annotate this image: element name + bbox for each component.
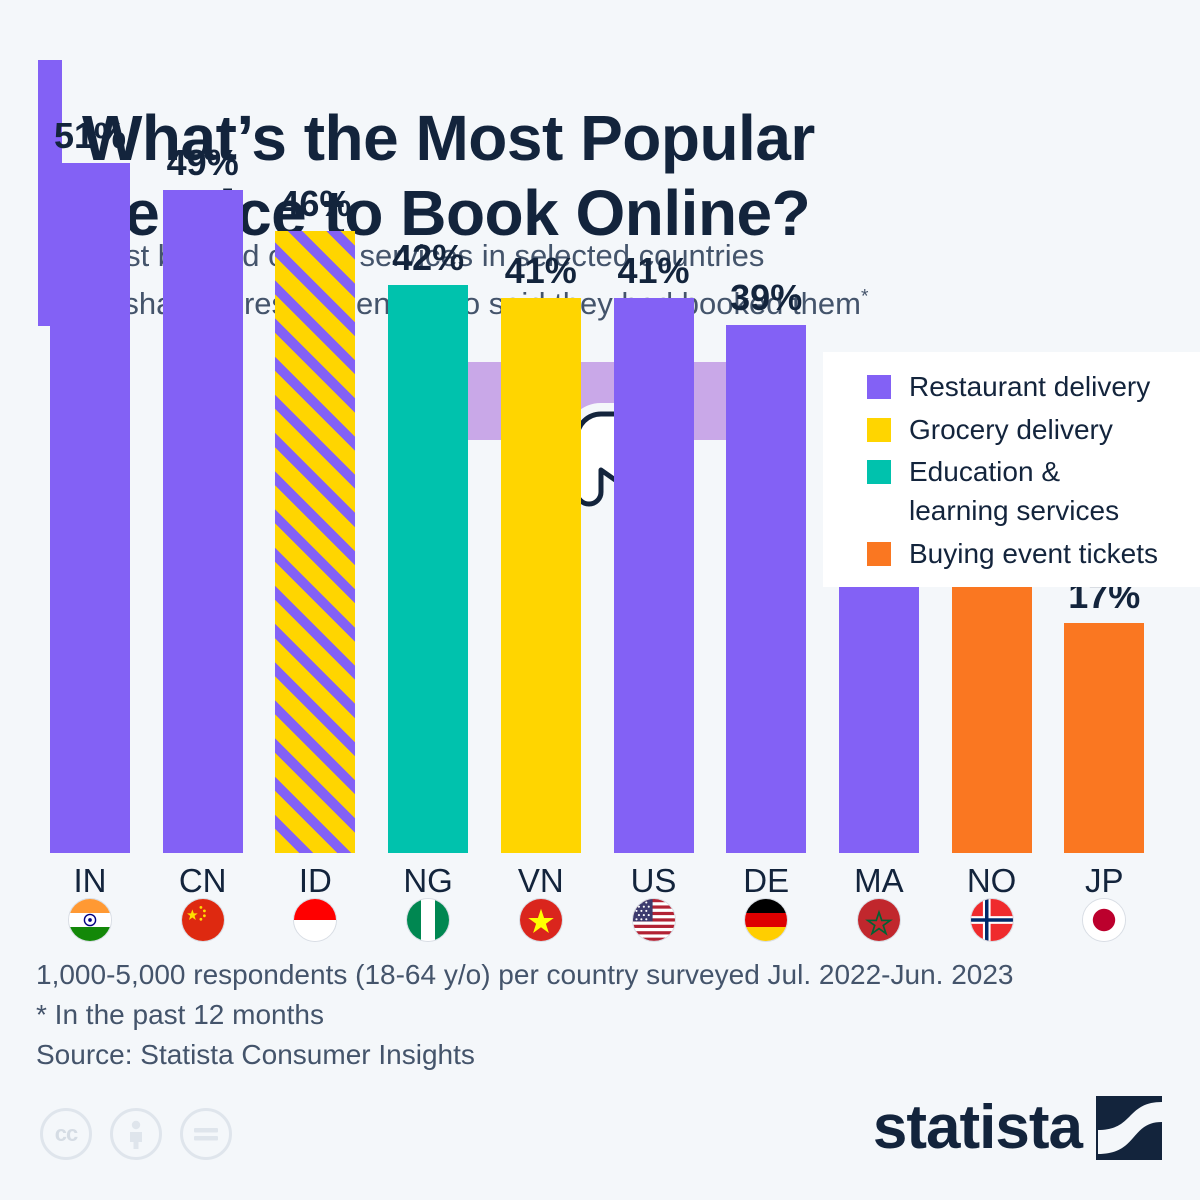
- bar-country-label-us: US: [630, 862, 677, 899]
- japan-flag-icon: [1082, 898, 1127, 942]
- usa-flag-icon: [631, 898, 676, 942]
- legend-item-grocery-delivery[interactable]: Grocery delivery: [867, 411, 1200, 450]
- bar-vn[interactable]: [500, 298, 581, 853]
- bar-us[interactable]: [613, 298, 694, 853]
- bar-value-id: 46%: [279, 183, 352, 224]
- no-derivatives-equals-icon[interactable]: [180, 1108, 232, 1160]
- chart-legend: Restaurant delivery Grocery delivery Edu…: [823, 352, 1200, 588]
- footnote-timeframe: * In the past 12 months: [36, 998, 324, 1030]
- bar-country-label-in: IN: [73, 862, 107, 899]
- bar-country-label-ng: NG: [403, 862, 453, 899]
- norway-flag-icon: [969, 898, 1014, 942]
- bar-value-ng: 42%: [392, 237, 465, 278]
- bar-country-label-vn: VN: [517, 862, 564, 899]
- attribution-person-icon[interactable]: [110, 1108, 162, 1160]
- morocco-flag-icon: [856, 898, 901, 942]
- legend-label-education-learning-services: Education & learning services: [909, 456, 1120, 526]
- bar-value-cn: 49%: [166, 142, 239, 183]
- footnote-respondents: 1,000-5,000 respondents (18-64 y/o) per …: [36, 959, 1014, 990]
- legend-swatch-restaurant-delivery: [867, 375, 891, 399]
- statista-logo[interactable]: statista: [873, 1096, 1162, 1160]
- bar-value-in: 51%: [53, 115, 127, 156]
- bar-id[interactable]: [275, 231, 356, 853]
- bar-country-label-de: DE: [743, 862, 790, 899]
- legend-swatch-education-learning-services: [867, 460, 891, 485]
- footnotes: 1,000-5,000 respondents (18-64 y/o) per …: [36, 955, 1176, 1074]
- germany-flag-icon: [744, 898, 789, 942]
- bar-in[interactable]: [50, 163, 130, 853]
- bar-ng[interactable]: [388, 285, 469, 853]
- legend-item-buying-event-tickets[interactable]: Buying event tickets: [867, 535, 1200, 574]
- page-title-line-1: What’s the Most Popular: [82, 101, 815, 174]
- bar-country-label-no: NO: [966, 862, 1017, 899]
- vietnam-flag-icon: [518, 898, 563, 942]
- bar-country-label-jp: JP: [1085, 862, 1124, 899]
- footnote-source: Source: Statista Consumer Insights: [36, 1038, 475, 1070]
- bar-country-label-cn: CN: [178, 862, 227, 899]
- creative-commons-icon[interactable]: cc: [40, 1108, 92, 1160]
- india-flag-icon: [68, 898, 112, 942]
- cc-icon-label: cc: [54, 1121, 79, 1146]
- legend-item-education-learning-services[interactable]: Education & learning services: [867, 453, 1200, 530]
- creative-commons-icons: cc: [40, 1108, 232, 1160]
- bar-value-us: 41%: [617, 250, 690, 291]
- footnote-asterisk: *: [860, 286, 869, 308]
- legend-swatch-grocery-delivery: [867, 417, 891, 442]
- legend-label-buying-event-tickets: Buying event tickets: [909, 537, 1159, 569]
- statista-mark-icon: [1096, 1096, 1162, 1160]
- statista-wordmark: statista: [872, 1093, 1083, 1162]
- china-flag-icon: [180, 898, 225, 942]
- legend-swatch-buying-event-tickets: [867, 541, 891, 566]
- bar-country-label-ma: MA: [854, 862, 904, 899]
- bar-de[interactable]: [726, 325, 807, 853]
- indonesia-flag-icon: [293, 898, 338, 942]
- legend-label-grocery-delivery: Grocery delivery: [909, 413, 1113, 445]
- legend-item-restaurant-delivery[interactable]: Restaurant delivery: [867, 368, 1200, 407]
- bar-cn[interactable]: [162, 190, 243, 853]
- legend-label-restaurant-delivery: Restaurant delivery: [909, 371, 1151, 402]
- bar-jp[interactable]: [1064, 623, 1145, 853]
- bar-country-label-id: ID: [298, 862, 332, 899]
- bar-value-vn: 41%: [504, 250, 577, 291]
- bar-value-de: 39%: [730, 277, 803, 318]
- nigeria-flag-icon: [406, 898, 451, 942]
